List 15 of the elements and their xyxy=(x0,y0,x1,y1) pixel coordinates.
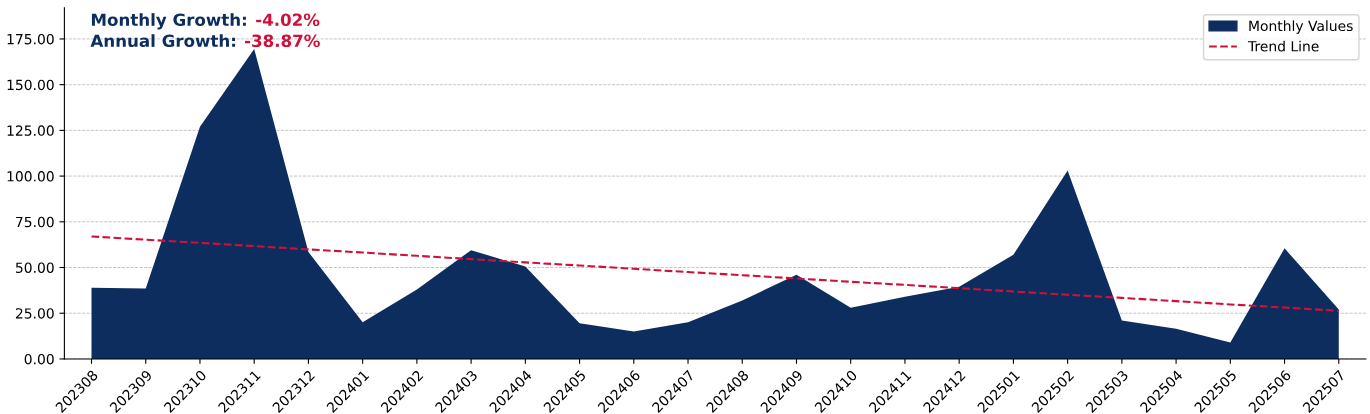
annotation: -38.87% xyxy=(245,34,320,48)
y-tick-label: 25.00 xyxy=(15,308,54,319)
y-tick-label: 150.00 xyxy=(7,79,54,91)
annotation: Annual Growth: xyxy=(90,34,236,48)
y-tick-label: 125.00 xyxy=(7,125,54,136)
annotation: Monthly Growth: xyxy=(91,13,246,30)
y-tick-label: 50.00 xyxy=(15,262,54,273)
legend-label: Monthly Values xyxy=(1249,20,1353,34)
y-tick-label: 0.00 xyxy=(24,353,54,365)
y-tick-label: 100.00 xyxy=(7,171,54,182)
y-tick-label: 175.00 xyxy=(7,33,54,45)
line-series xyxy=(90,235,1340,312)
annotation: -4.02% xyxy=(256,13,320,27)
y-tick-label: 75.00 xyxy=(16,216,54,228)
legend-label: Trend Line xyxy=(1247,40,1319,52)
